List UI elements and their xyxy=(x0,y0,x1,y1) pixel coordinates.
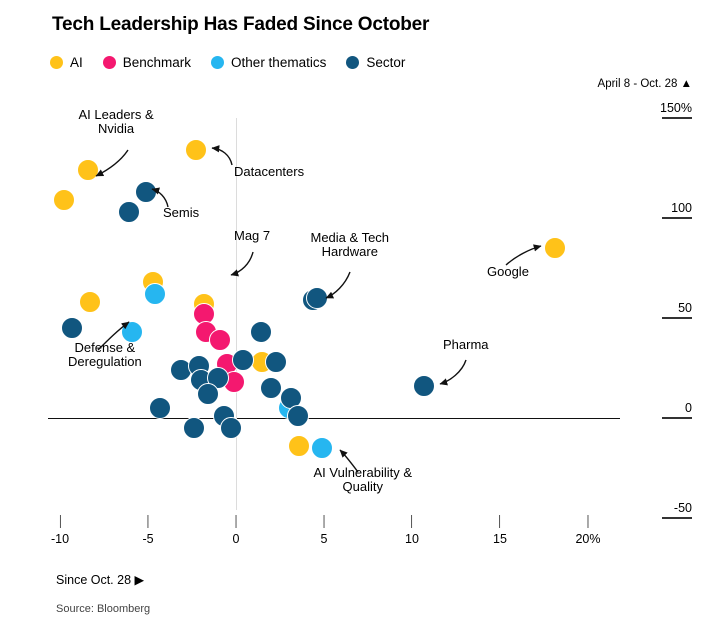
scatter-point[interactable] xyxy=(249,320,272,343)
x-axis-tick-label: 15 xyxy=(493,532,507,546)
scatter-point[interactable] xyxy=(265,350,288,373)
scatter-point[interactable] xyxy=(413,374,436,397)
annotation-semis: Semis xyxy=(163,204,200,220)
x-axis-tick-label: 10 xyxy=(405,532,419,546)
y-axis-tick-label: 50 xyxy=(678,300,692,315)
y-axis-tick-label: 150% xyxy=(660,100,692,115)
x-axis-tick-label: 0 xyxy=(232,532,240,546)
scatter-point[interactable] xyxy=(288,434,311,457)
x-axis-tick-mark xyxy=(235,515,237,528)
legend-label-ai: AI xyxy=(70,55,83,70)
x-axis-tick-20: 20% xyxy=(575,515,601,546)
legend-swatch-sector xyxy=(346,56,360,69)
x-axis-tick--10: -10 xyxy=(51,515,69,546)
zero-horizontal-axis xyxy=(48,417,620,419)
legend-item-sector[interactable]: Sector xyxy=(346,55,405,70)
annotation-datacenters: Datacenters xyxy=(234,163,305,179)
scatter-point[interactable] xyxy=(135,180,158,203)
legend-label-other_thematics: Other thematics xyxy=(231,55,327,70)
x-axis-tick-label: -5 xyxy=(142,532,154,546)
legend-item-other_thematics[interactable]: Other thematics xyxy=(211,55,326,70)
y-axis-tick-rule xyxy=(662,216,692,219)
annotation-ai-leaders: AI Leaders & Nvidia xyxy=(78,106,154,137)
y-axis-tick-100: 100 xyxy=(662,201,692,219)
annotation-google: Google xyxy=(487,263,529,279)
x-axis-tick-mark xyxy=(323,515,325,528)
scatter-point[interactable] xyxy=(311,436,334,459)
legend-label-benchmark: Benchmark xyxy=(122,55,192,70)
scatter-point[interactable] xyxy=(77,158,100,181)
y-axis-tick-150: 150% xyxy=(660,101,692,119)
x-axis-tick-5: 5 xyxy=(320,515,328,546)
scatter-point[interactable] xyxy=(144,282,167,305)
y-axis-tick-rule xyxy=(662,316,692,319)
y-axis-tick-label: 0 xyxy=(685,400,692,415)
legend-swatch-ai xyxy=(50,56,63,69)
scatter-point[interactable] xyxy=(219,416,242,439)
x-axis-tick-label: 5 xyxy=(320,532,328,546)
chart-legend: AI Benchmark Other thematics Sector xyxy=(50,55,425,70)
x-axis-tick-mark xyxy=(147,515,149,528)
y-axis-tick-rule xyxy=(662,516,692,519)
x-axis-tick-label: 20% xyxy=(575,532,601,546)
legend-swatch-benchmark xyxy=(102,56,116,69)
scatter-point[interactable] xyxy=(52,188,75,211)
source-note: Source: Bloomberg xyxy=(56,603,151,615)
y-axis-tick-rule xyxy=(662,416,692,419)
x-axis-tick-mark xyxy=(411,515,413,528)
legend-item-ai[interactable]: AI xyxy=(50,55,83,70)
scatter-point[interactable] xyxy=(286,404,309,427)
x-axis-tick-0: 0 xyxy=(232,515,240,546)
scatter-point[interactable] xyxy=(232,348,255,371)
x-axis-note: Since Oct. 28 ▶ xyxy=(56,573,145,587)
scatter-point[interactable] xyxy=(196,382,219,405)
x-axis-tick-10: 10 xyxy=(405,515,419,546)
annotation-defense-deregulation: Defense & Deregulation xyxy=(68,339,142,370)
annotation-mag7: Mag 7 xyxy=(234,227,271,243)
zero-vertical-gridline xyxy=(236,118,237,510)
y-axis-tick--50: -50 xyxy=(662,501,692,519)
scatter-point[interactable] xyxy=(184,138,207,161)
y-axis-tick-0: 0 xyxy=(662,401,692,419)
scatter-point[interactable] xyxy=(305,286,328,309)
y-axis-tick-50: 50 xyxy=(662,301,692,319)
x-axis-tick-mark xyxy=(587,515,589,528)
x-axis-tick-mark xyxy=(499,515,501,528)
annotation-media-tech-hardware: Media & Tech Hardware xyxy=(310,229,390,260)
y-axis-note: April 8 - Oct. 28 ▲ xyxy=(597,78,692,90)
scatter-point[interactable] xyxy=(78,290,101,313)
legend-label-sector: Sector xyxy=(366,55,406,70)
annotation-pharma: Pharma xyxy=(443,336,489,352)
y-axis-tick-label: -50 xyxy=(673,500,692,515)
scatter-point[interactable] xyxy=(117,200,140,223)
legend-item-benchmark[interactable]: Benchmark xyxy=(102,55,192,70)
scatter-point[interactable] xyxy=(149,396,172,419)
legend-swatch-other_thematics xyxy=(211,56,225,69)
annotation-ai-vulnerability-quality: AI Vulnerability & Quality xyxy=(313,464,413,495)
page-title: Tech Leadership Has Faded Since October xyxy=(52,14,430,35)
scatter-point[interactable] xyxy=(543,236,566,259)
scatter-point[interactable] xyxy=(182,416,205,439)
x-axis-tick-mark xyxy=(59,515,61,528)
y-axis-tick-rule xyxy=(662,116,692,119)
scatter-point[interactable] xyxy=(207,366,230,389)
x-axis-tick-15: 15 xyxy=(493,515,507,546)
scatter-point[interactable] xyxy=(61,316,84,339)
scatter-point[interactable] xyxy=(209,328,232,351)
y-axis-tick-label: 100 xyxy=(671,200,692,215)
x-axis-tick--5: -5 xyxy=(142,515,154,546)
x-axis-tick-label: -10 xyxy=(50,532,70,546)
scatter-point[interactable] xyxy=(260,376,283,399)
